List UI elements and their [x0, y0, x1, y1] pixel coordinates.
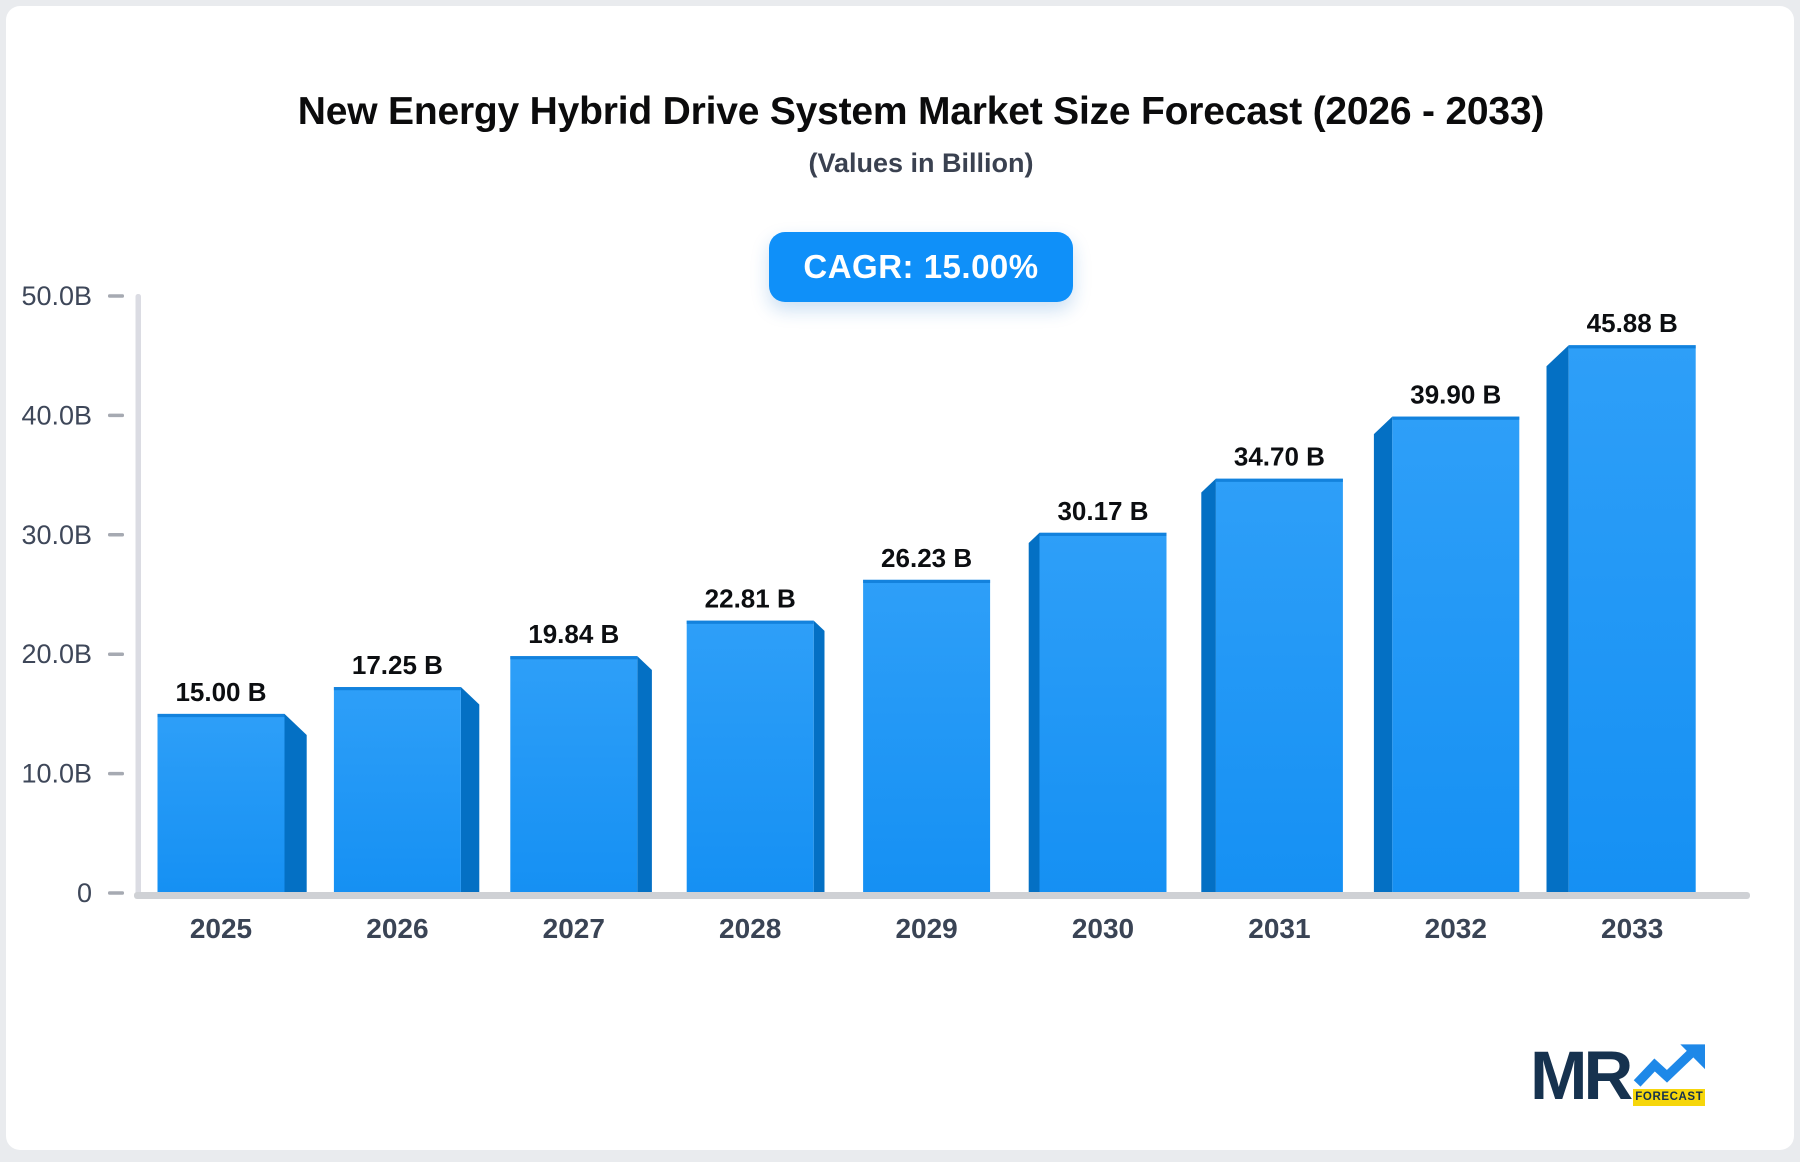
x-axis-label-2033: 2033: [1601, 913, 1663, 944]
bar-2027: [510, 656, 638, 895]
y-axis-tick: [108, 294, 124, 298]
bar-side-2026: [460, 687, 480, 895]
y-axis-tick: [108, 533, 124, 537]
value-label-2027: 19.84 B: [528, 619, 619, 649]
bar-2033: [1568, 345, 1696, 895]
y-axis-tick: [108, 413, 124, 418]
x-axis-label-2032: 2032: [1425, 913, 1487, 944]
bar-2031: [1215, 478, 1343, 895]
cagr-badge: CAGR: 15.00%: [769, 231, 1073, 302]
bar-2032: [1392, 416, 1520, 895]
bar-top-edge-2025: [157, 713, 285, 718]
bar-top-edge-2027: [510, 656, 638, 660]
bar-side-2027: [637, 656, 652, 895]
bar-top-edge-2028: [686, 620, 814, 624]
bar-top-edge-2029: [863, 579, 991, 584]
bar-top-edge-2026: [333, 687, 461, 691]
y-axis-tick: [108, 891, 124, 895]
y-axis-label: 40.0B: [21, 400, 92, 430]
y-axis-line: [135, 294, 141, 896]
y-axis-label: 0: [77, 878, 92, 908]
bar-2028: [686, 620, 814, 895]
bar-2026: [333, 687, 461, 895]
bar-side-2025: [284, 713, 307, 895]
y-axis-label: 10.0B: [21, 759, 92, 789]
x-axis-label-2030: 2030: [1072, 913, 1134, 944]
value-label-2030: 30.17 B: [1057, 496, 1148, 526]
chart-plot-area: 0 10.0B 20.0B 30.0B 40.0B 50.0B 15.00 B 17.25 B…: [21, 281, 1750, 944]
chart-subtitle: (Values in Billion): [808, 147, 1034, 178]
y-axis-tick: [108, 771, 124, 776]
x-axis-label-2027: 2027: [543, 913, 605, 944]
bar-side-2028: [813, 620, 825, 895]
value-label-2031: 34.70 B: [1234, 442, 1325, 472]
bar-top-edge-2031: [1215, 478, 1343, 482]
bar-side-2031: [1201, 478, 1216, 895]
x-axis-label-2031: 2031: [1248, 913, 1310, 944]
bar-chart: 0 10.0B 20.0B 30.0B 40.0B 50.0B 15.00 B 17.25 B…: [21, 281, 1750, 944]
y-axis-label: 30.0B: [21, 520, 92, 550]
trend-arrow-icon: [1634, 1044, 1706, 1087]
bar-2025: [157, 713, 285, 895]
logo-mr-text: MR: [1530, 1037, 1633, 1114]
x-axis-baseline: [134, 892, 1750, 899]
bar-side-2030: [1028, 532, 1040, 895]
bar-2029: [863, 579, 991, 895]
bar-top-edge-2033: [1568, 345, 1696, 349]
logo-right-block: FORECAST: [1633, 1044, 1706, 1106]
value-label-2026: 17.25 B: [352, 650, 443, 680]
value-label-2033: 45.88 B: [1587, 308, 1678, 338]
y-axis-label: 50.0B: [21, 281, 92, 311]
value-label-2029: 26.23 B: [881, 543, 972, 573]
bar-top-edge-2032: [1392, 416, 1520, 420]
x-axis-label-2026: 2026: [366, 913, 428, 944]
y-axis-label: 20.0B: [21, 639, 92, 669]
value-label-2032: 39.90 B: [1410, 380, 1501, 410]
chart-title: New Energy Hybrid Drive System Market Si…: [297, 90, 1545, 133]
x-axis-label-2029: 2029: [895, 913, 957, 944]
x-axis-label-2025: 2025: [190, 913, 252, 944]
bar-side-2033: [1546, 345, 1569, 895]
logo-forecast-text: FORECAST: [1633, 1089, 1706, 1106]
chart-header: New Energy Hybrid Drive System Market Si…: [48, 90, 1794, 302]
bar-2030: [1039, 532, 1167, 895]
x-axis-label-2028: 2028: [719, 913, 781, 944]
y-axis-tick: [108, 652, 124, 656]
chart-card: New Energy Hybrid Drive System Market Si…: [6, 6, 1794, 1150]
mr-forecast-logo: MR FORECAST: [1530, 1037, 1706, 1114]
bar-top-edge-2030: [1039, 532, 1167, 536]
bar-side-2032: [1373, 416, 1393, 895]
value-label-2025: 15.00 B: [175, 677, 266, 707]
value-label-2028: 22.81 B: [705, 584, 796, 614]
